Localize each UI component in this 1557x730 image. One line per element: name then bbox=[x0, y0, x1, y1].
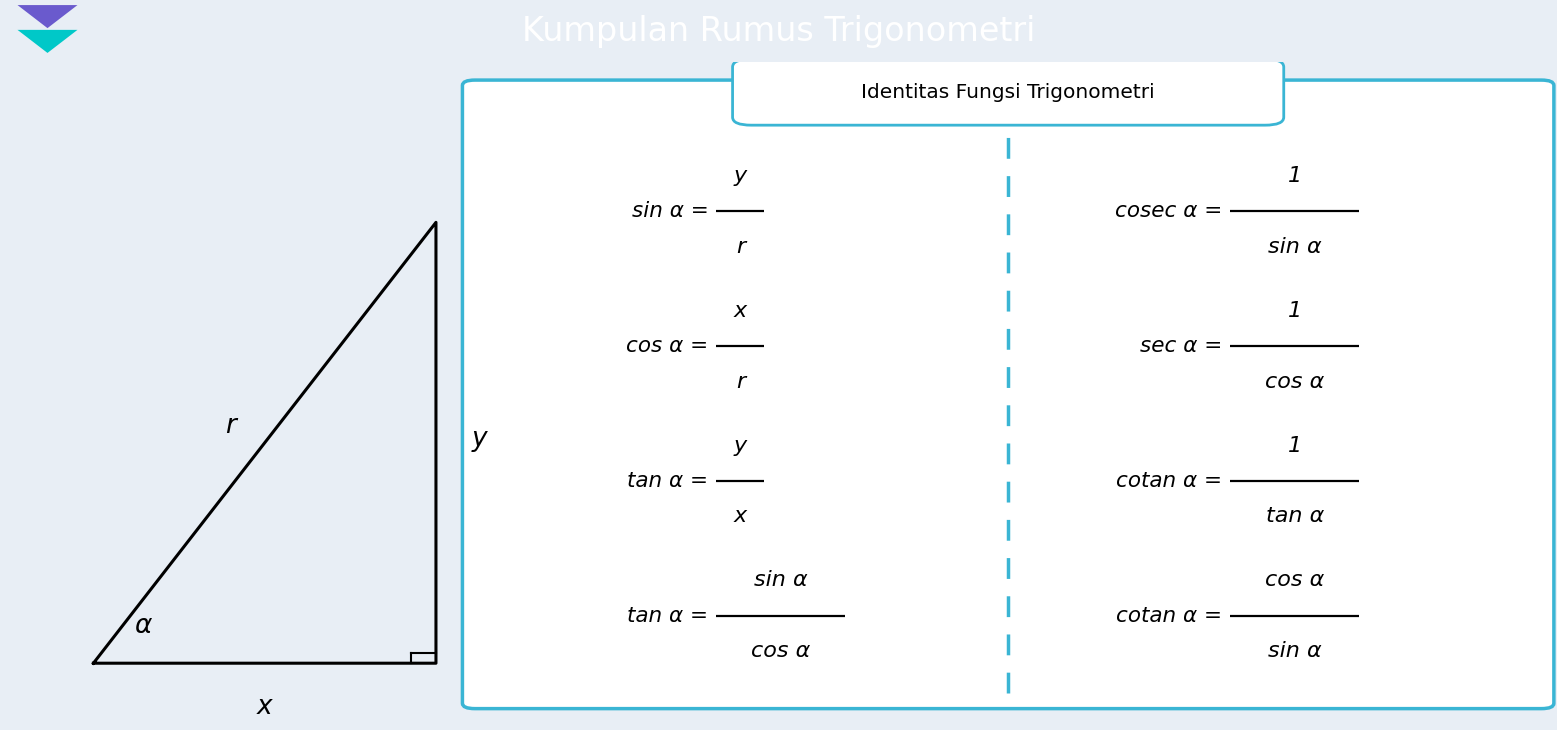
Polygon shape bbox=[17, 30, 78, 53]
Text: r: r bbox=[226, 413, 235, 439]
Text: cos α: cos α bbox=[750, 641, 811, 661]
Text: sin α: sin α bbox=[1267, 641, 1322, 661]
Text: α: α bbox=[134, 613, 153, 639]
FancyBboxPatch shape bbox=[462, 80, 1554, 709]
Text: 1: 1 bbox=[1288, 301, 1302, 320]
Text: tan α: tan α bbox=[1266, 507, 1323, 526]
Text: y: y bbox=[733, 166, 747, 186]
Text: cos α: cos α bbox=[1264, 372, 1325, 391]
Text: sin α: sin α bbox=[1267, 237, 1322, 257]
Text: sin α =: sin α = bbox=[632, 201, 708, 221]
Text: sec α =: sec α = bbox=[1140, 336, 1222, 356]
Text: x: x bbox=[733, 301, 747, 320]
Text: cosec α =: cosec α = bbox=[1115, 201, 1222, 221]
Text: cos α =: cos α = bbox=[626, 336, 708, 356]
Text: x: x bbox=[733, 507, 747, 526]
Text: sin α: sin α bbox=[754, 570, 808, 591]
Text: y: y bbox=[733, 436, 747, 456]
Text: Identitas Fungsi Trigonometri: Identitas Fungsi Trigonometri bbox=[861, 82, 1155, 101]
Text: cotan α =: cotan α = bbox=[1116, 606, 1222, 626]
FancyBboxPatch shape bbox=[733, 59, 1283, 125]
Text: Kumpulan Rumus Trigonometri: Kumpulan Rumus Trigonometri bbox=[522, 15, 1035, 47]
Text: tan α =: tan α = bbox=[627, 471, 708, 491]
Text: tan α =: tan α = bbox=[627, 606, 708, 626]
Text: cotan α =: cotan α = bbox=[1116, 471, 1222, 491]
Polygon shape bbox=[17, 5, 78, 28]
Text: 1: 1 bbox=[1288, 436, 1302, 456]
Text: r: r bbox=[736, 372, 744, 391]
Text: x: x bbox=[257, 694, 272, 720]
Text: y: y bbox=[472, 426, 487, 453]
Text: cos α: cos α bbox=[1264, 570, 1325, 591]
Text: r: r bbox=[736, 237, 744, 257]
Text: 1: 1 bbox=[1288, 166, 1302, 186]
